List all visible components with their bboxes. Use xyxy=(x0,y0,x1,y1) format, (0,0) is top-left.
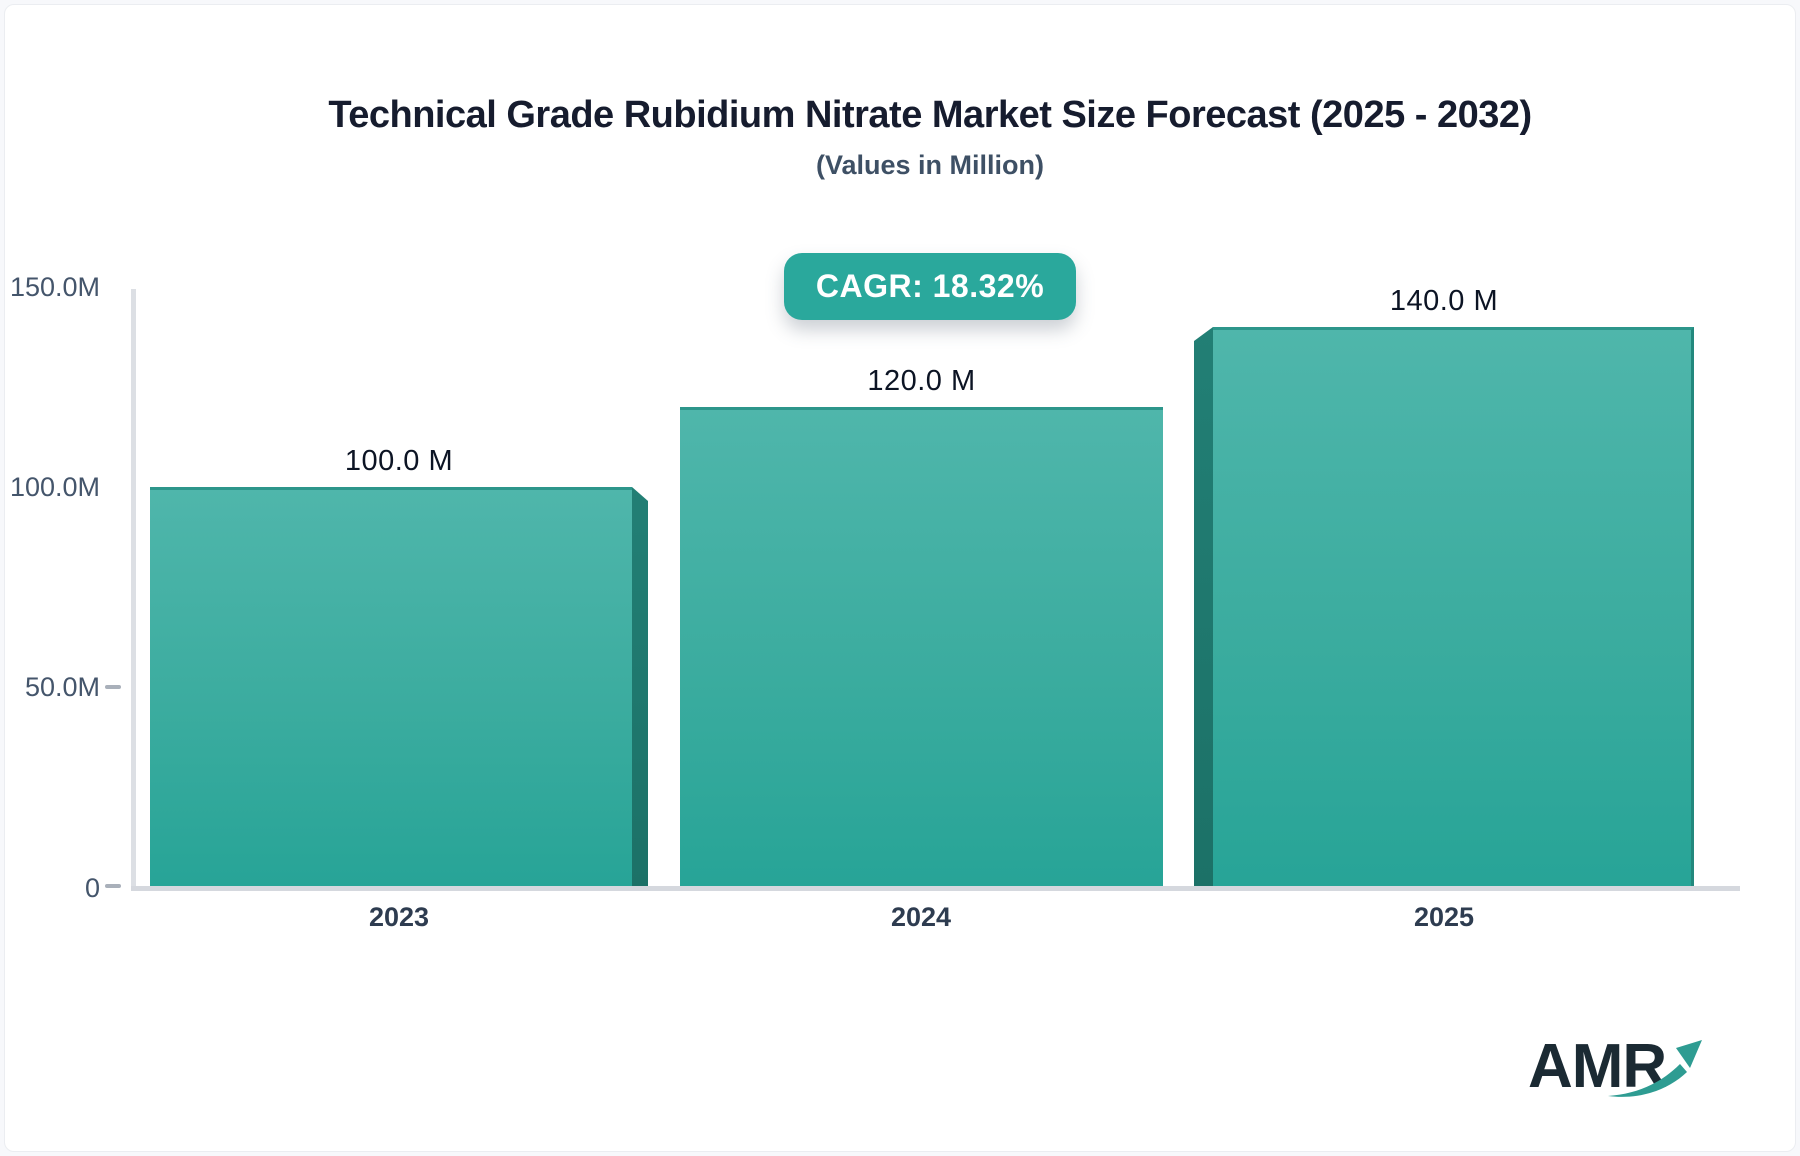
y-tick-label-0: 0 xyxy=(84,873,100,903)
x-tick-label-2023: 2023 xyxy=(368,902,430,932)
bar-main-face xyxy=(150,487,632,886)
bar-value-label: 100.0 M xyxy=(344,445,454,477)
x-tick-label-2024: 2024 xyxy=(890,902,952,932)
cagr-badge: CAGR: 18.32% xyxy=(783,253,1077,320)
chart-subtitle: (Values in Million) xyxy=(815,150,1045,180)
bar-2024 xyxy=(680,407,1163,886)
bar-main-face xyxy=(1213,327,1694,886)
y-tick-dash-0 xyxy=(105,884,121,888)
amr-logo-arrow-icon xyxy=(1608,1040,1702,1097)
bar-2025 xyxy=(1194,327,1694,886)
bar-group-2023: 100.0 M xyxy=(150,445,648,886)
bar-group-2024: 120.0 M xyxy=(680,365,1163,886)
bar-main-face xyxy=(680,407,1163,886)
y-tick-label-150: 150.0M xyxy=(9,272,100,302)
x-tick-label-2025: 2025 xyxy=(1413,902,1475,932)
bar-value-label: 120.0 M xyxy=(867,365,976,397)
bar-side-face xyxy=(632,487,648,886)
bar-value-label: 140.0 M xyxy=(1389,285,1499,317)
bar-2023 xyxy=(150,487,648,886)
bar-group-2025: 140.0 M xyxy=(1194,285,1694,886)
cagr-badge-wrap: CAGR: 18.32% xyxy=(30,253,1800,320)
bar-side-face xyxy=(1194,327,1213,886)
y-tick-label-50: 50.0M xyxy=(24,672,100,702)
y-axis-line xyxy=(131,289,136,888)
y-tick-dash-50 xyxy=(105,685,121,689)
y-tick-label-100: 100.0M xyxy=(9,472,100,502)
x-axis-line xyxy=(131,886,1740,891)
chart-title: Technical Grade Rubidium Nitrate Market … xyxy=(328,94,1532,136)
